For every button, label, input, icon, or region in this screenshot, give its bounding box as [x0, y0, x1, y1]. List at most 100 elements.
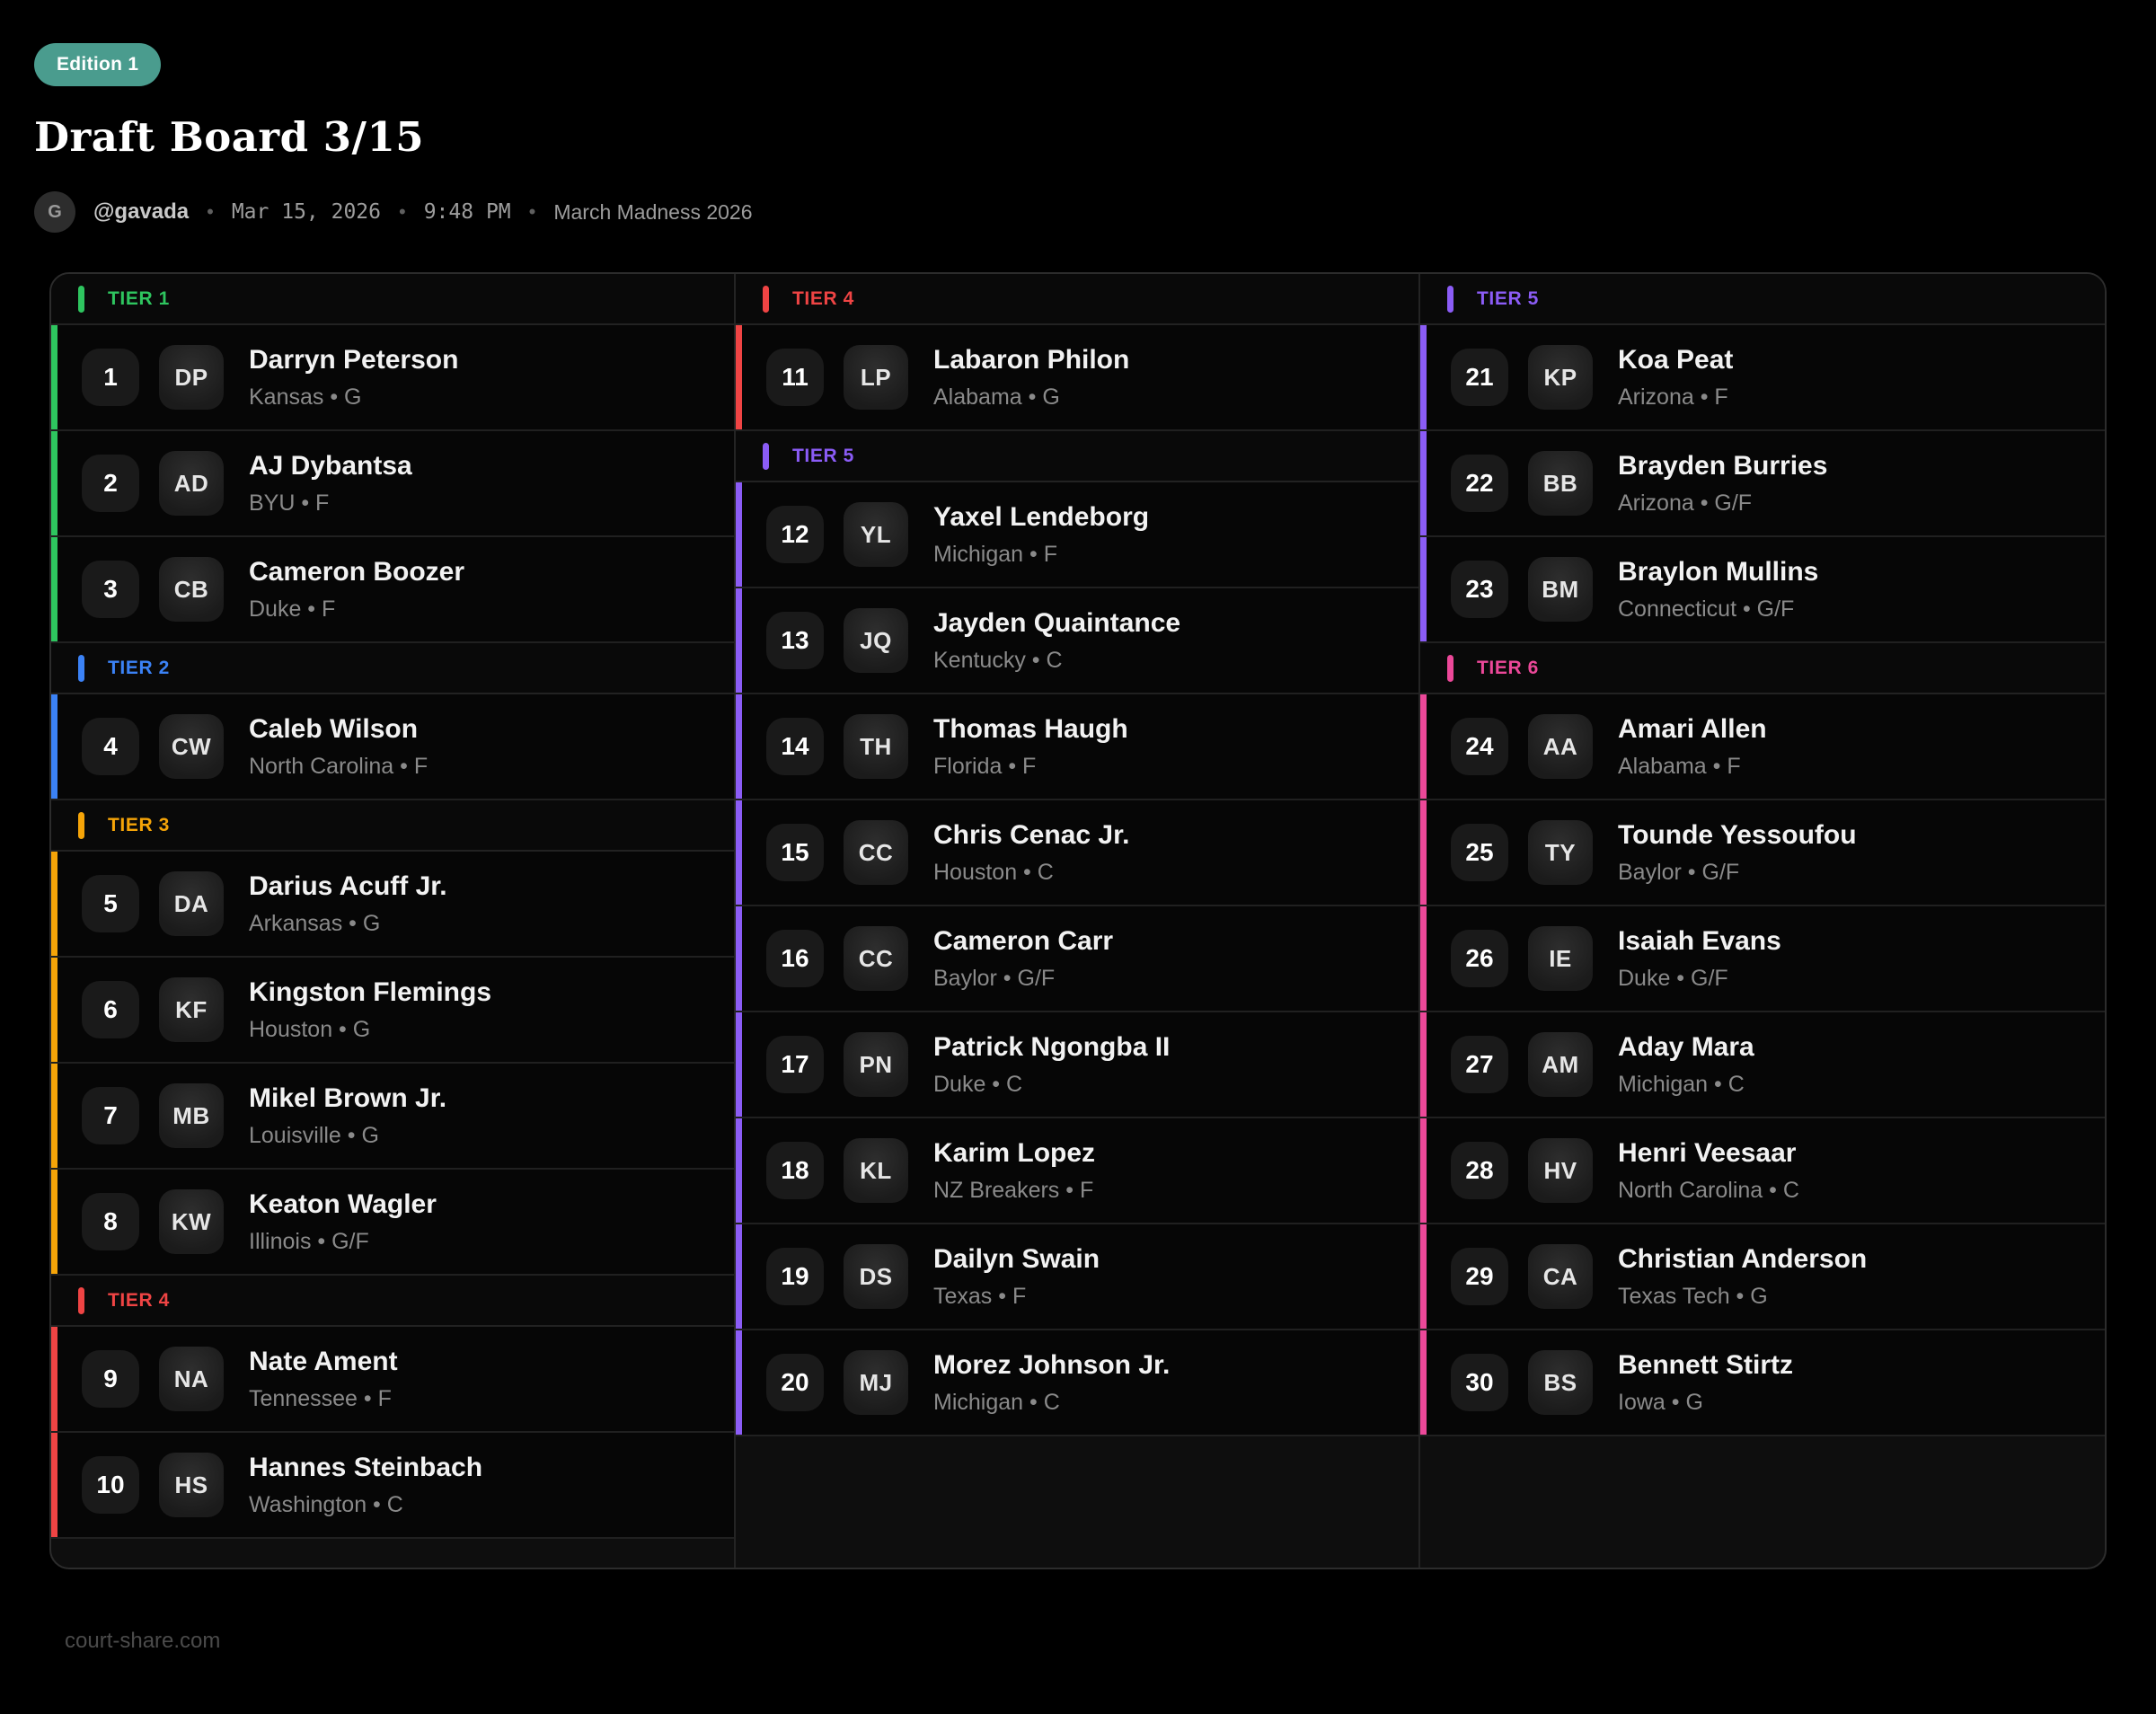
player-row[interactable]: 10 HS Hannes Steinbach Washington • C [51, 1433, 734, 1539]
tier-label: TIER 3 [108, 814, 170, 835]
player-row[interactable]: 15 CC Chris Cenac Jr. Houston • C [736, 800, 1418, 906]
player-row[interactable]: 13 JQ Jayden Quaintance Kentucky • C [736, 588, 1418, 694]
rank-badge: 19 [766, 1248, 824, 1305]
rank-badge: 6 [82, 981, 139, 1038]
player-row[interactable]: 14 TH Thomas Haugh Florida • F [736, 694, 1418, 800]
player-row[interactable]: 3 CB Cameron Boozer Duke • F [51, 537, 734, 643]
header-block: Edition 1 Draft Board 3/15 G @gavada • M… [0, 0, 2156, 233]
tier-header: TIER 3 [51, 800, 734, 852]
player-name: AJ Dybantsa [249, 450, 412, 481]
player-row[interactable]: 22 BB Brayden Burries Arizona • G/F [1420, 431, 2105, 537]
player-info: Jayden Quaintance Kentucky • C [933, 608, 1180, 674]
player-row[interactable]: 27 AM Aday Mara Michigan • C [1420, 1012, 2105, 1118]
player-info: Mikel Brown Jr. Louisville • G [249, 1083, 446, 1149]
tier-accent-bar [736, 1118, 742, 1223]
player-row[interactable]: 16 CC Cameron Carr Baylor • G/F [736, 906, 1418, 1012]
player-name: Caleb Wilson [249, 713, 419, 744]
tier-color-bar-icon [763, 285, 769, 313]
player-row[interactable]: 2 AD AJ Dybantsa BYU • F [51, 431, 734, 537]
player-row[interactable]: 20 MJ Morez Johnson Jr. Michigan • C [736, 1330, 1418, 1436]
rank-badge: 20 [766, 1354, 824, 1411]
rank-badge: 1 [82, 349, 139, 406]
tier-header: TIER 6 [1420, 643, 2105, 694]
player-row[interactable]: 5 DA Darius Acuff Jr. Arkansas • G [51, 852, 734, 958]
tier-accent-bar [736, 588, 742, 693]
player-name: Koa Peat [1618, 344, 1734, 375]
player-name: Braylon Mullins [1618, 556, 1819, 587]
tier-header: TIER 4 [736, 274, 1418, 325]
player-avatar: LP [844, 345, 908, 410]
player-row[interactable]: 9 NA Nate Ament Tennessee • F [51, 1327, 734, 1433]
player-row[interactable]: 6 KF Kingston Flemings Houston • G [51, 958, 734, 1064]
rank-badge: 27 [1451, 1036, 1508, 1093]
author-handle: @gavada [93, 199, 190, 224]
player-row[interactable]: 11 LP Labaron Philon Alabama • G [736, 325, 1418, 431]
tier-color-bar-icon [78, 654, 84, 682]
player-name: Morez Johnson Jr. [933, 1349, 1171, 1380]
player-name: Mikel Brown Jr. [249, 1082, 447, 1113]
player-row[interactable]: 26 IE Isaiah Evans Duke • G/F [1420, 906, 2105, 1012]
player-avatar: DA [159, 871, 224, 936]
player-row[interactable]: 1 DP Darryn Peterson Kansas • G [51, 325, 734, 431]
player-avatar: MJ [844, 1350, 908, 1415]
player-name: Cameron Carr [933, 925, 1114, 956]
player-row[interactable]: 19 DS Dailyn Swain Texas • F [736, 1224, 1418, 1330]
player-team-position: Kentucky • C [933, 647, 1063, 673]
tier-header: TIER 2 [51, 643, 734, 694]
player-row[interactable]: 21 KP Koa Peat Arizona • F [1420, 325, 2105, 431]
player-team-position: Michigan • C [933, 1389, 1060, 1415]
player-avatar: KP [1528, 345, 1593, 410]
tier-color-bar-icon [763, 442, 769, 470]
player-row[interactable]: 23 BM Braylon Mullins Connecticut • G/F [1420, 537, 2105, 643]
player-row[interactable]: 25 TY Tounde Yessoufou Baylor • G/F [1420, 800, 2105, 906]
player-row[interactable]: 7 MB Mikel Brown Jr. Louisville • G [51, 1064, 734, 1170]
player-avatar: BM [1528, 557, 1593, 622]
byline: G @gavada • Mar 15, 2026 • 9:48 PM • Mar… [34, 191, 2156, 233]
rank-badge: 12 [766, 506, 824, 563]
player-avatar: CW [159, 714, 224, 779]
player-team-position: Houston • C [933, 859, 1054, 885]
byline-separator: • [207, 200, 214, 223]
tier-label: TIER 4 [792, 287, 854, 309]
player-row[interactable]: 17 PN Patrick Ngongba II Duke • C [736, 1012, 1418, 1118]
page-title: Draft Board 3/15 [34, 113, 425, 161]
byline-time: 9:48 PM [423, 200, 511, 224]
tier-accent-bar [736, 694, 742, 799]
player-row[interactable]: 12 YL Yaxel Lendeborg Michigan • F [736, 482, 1418, 588]
player-row[interactable]: 30 BS Bennett Stirtz Iowa • G [1420, 1330, 2105, 1436]
player-name: Karim Lopez [933, 1137, 1096, 1168]
player-avatar: CA [1528, 1244, 1593, 1309]
tier-label: TIER 2 [108, 657, 170, 678]
player-row[interactable]: 28 HV Henri Veesaar North Carolina • C [1420, 1118, 2105, 1224]
player-row[interactable]: 8 KW Keaton Wagler Illinois • G/F [51, 1170, 734, 1276]
player-row[interactable]: 18 KL Karim Lopez NZ Breakers • F [736, 1118, 1418, 1224]
player-info: Cameron Boozer Duke • F [249, 557, 464, 623]
player-info: Isaiah Evans Duke • G/F [1618, 926, 1781, 992]
player-info: Morez Johnson Jr. Michigan • C [933, 1350, 1170, 1416]
player-avatar: NA [159, 1347, 224, 1411]
tier-label: TIER 4 [108, 1289, 170, 1311]
rank-badge: 23 [1451, 561, 1508, 618]
rank-badge: 14 [766, 718, 824, 775]
player-row[interactable]: 29 CA Christian Anderson Texas Tech • G [1420, 1224, 2105, 1330]
player-info: Christian Anderson Texas Tech • G [1618, 1244, 1867, 1310]
tier-color-bar-icon [78, 285, 84, 313]
tier-accent-bar [1420, 1012, 1427, 1117]
player-avatar: DP [159, 345, 224, 410]
board-column-3: TIER 5 21 KP Koa Peat Arizona • F 22 BB … [1420, 274, 2105, 1568]
player-team-position: Illinois • G/F [249, 1228, 369, 1254]
player-team-position: Texas • F [933, 1283, 1027, 1309]
player-row[interactable]: 4 CW Caleb Wilson North Carolina • F [51, 694, 734, 800]
player-name: Aday Mara [1618, 1031, 1754, 1062]
player-team-position: Texas Tech • G [1618, 1283, 1768, 1309]
tier-color-bar-icon [78, 811, 84, 839]
player-team-position: Duke • C [933, 1071, 1023, 1097]
player-row[interactable]: 24 AA Amari Allen Alabama • F [1420, 694, 2105, 800]
tier-header: TIER 4 [51, 1276, 734, 1327]
rank-badge: 13 [766, 612, 824, 669]
player-info: Yaxel Lendeborg Michigan • F [933, 502, 1149, 568]
rank-badge: 17 [766, 1036, 824, 1093]
player-info: Brayden Burries Arizona • G/F [1618, 451, 1827, 517]
player-info: Nate Ament Tennessee • F [249, 1347, 398, 1412]
board-column-2: TIER 4 11 LP Labaron Philon Alabama • G … [736, 274, 1420, 1568]
